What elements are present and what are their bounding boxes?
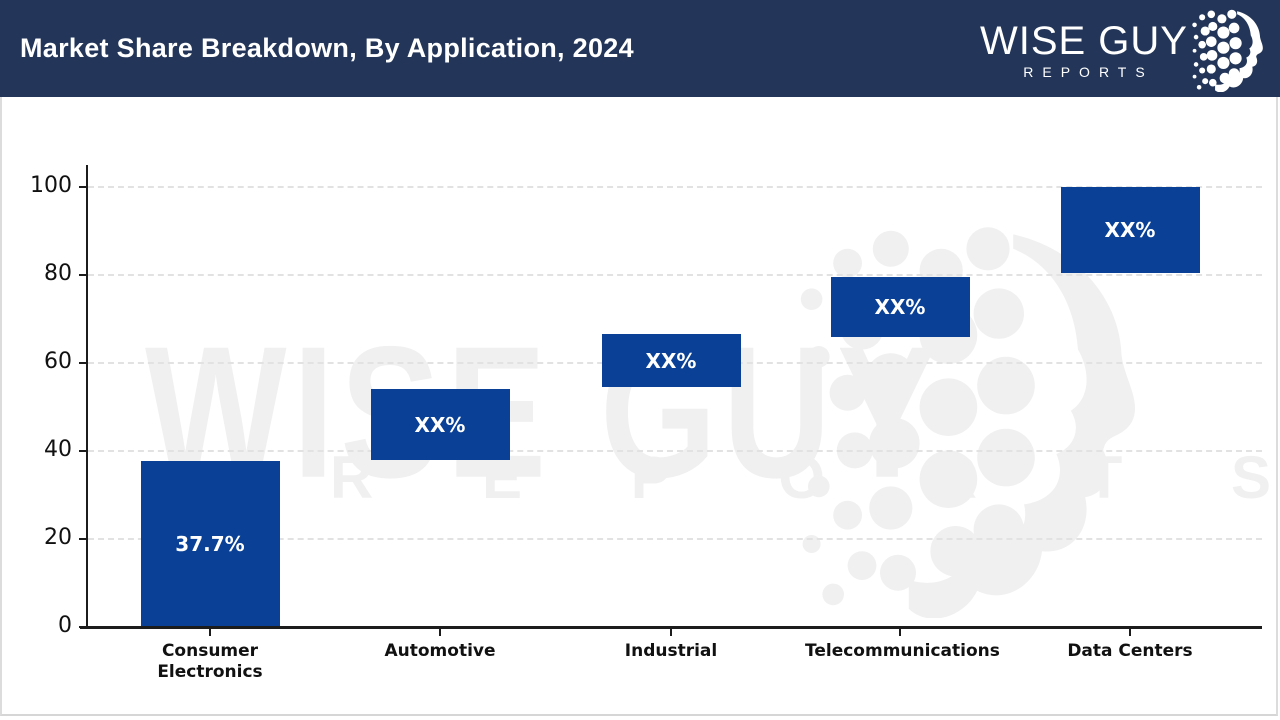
brand-logo: WISE GUY REPORTS bbox=[980, 8, 1266, 92]
bar-value-label: XX% bbox=[874, 294, 926, 319]
bar-telecommunications: XX% bbox=[830, 277, 970, 337]
bar-data-centers: XX% bbox=[1060, 187, 1200, 273]
x-tick-mark bbox=[1129, 627, 1131, 636]
page-title: Market Share Breakdown, By Application, … bbox=[20, 33, 634, 63]
bar-value-label: 37.7% bbox=[175, 532, 245, 557]
bar-value-label: XX% bbox=[645, 348, 697, 373]
gridline-20 bbox=[88, 538, 1262, 540]
x-category-label: Automotive bbox=[384, 641, 496, 661]
y-tick-mark bbox=[79, 538, 88, 540]
x-category-label: Data Centers bbox=[1067, 641, 1193, 661]
y-tick-label: 60 bbox=[44, 349, 72, 374]
x-category-label: Consumer Electronics bbox=[157, 641, 263, 683]
y-tick-label: 40 bbox=[44, 437, 72, 462]
x-category-label: Industrial bbox=[624, 641, 718, 661]
bar-industrial: XX% bbox=[601, 334, 741, 388]
y-tick-mark bbox=[79, 274, 88, 276]
brand-wiseguy-label: WISE GUY bbox=[979, 18, 1188, 63]
x-tick-mark bbox=[899, 627, 901, 636]
brand-reports-label: REPORTS bbox=[1023, 63, 1154, 80]
bar-value-label: XX% bbox=[1104, 217, 1156, 242]
gridline-40 bbox=[88, 450, 1262, 452]
y-tick-label: 100 bbox=[30, 173, 72, 198]
brand-dotted-head-icon bbox=[1192, 9, 1263, 92]
bar-automotive: XX% bbox=[370, 389, 510, 460]
y-tick-mark bbox=[79, 450, 88, 452]
y-tick-label: 20 bbox=[44, 525, 72, 550]
bar-consumer-electronics: 37.7% bbox=[140, 461, 280, 627]
x-category-label: Telecommunications bbox=[805, 641, 1000, 661]
y-tick-mark bbox=[79, 186, 88, 188]
y-axis-line bbox=[86, 165, 88, 629]
header-bar: Market Share Breakdown, By Application, … bbox=[0, 0, 1280, 97]
x-tick-mark bbox=[439, 627, 441, 636]
y-tick-mark bbox=[79, 362, 88, 364]
y-tick-label: 0 bbox=[58, 613, 72, 638]
bar-value-label: XX% bbox=[414, 412, 466, 437]
x-tick-mark bbox=[209, 627, 211, 636]
gridline-80 bbox=[88, 274, 1262, 276]
gridline-100 bbox=[88, 186, 1262, 188]
y-tick-label: 80 bbox=[44, 261, 72, 286]
x-tick-mark bbox=[670, 627, 672, 636]
